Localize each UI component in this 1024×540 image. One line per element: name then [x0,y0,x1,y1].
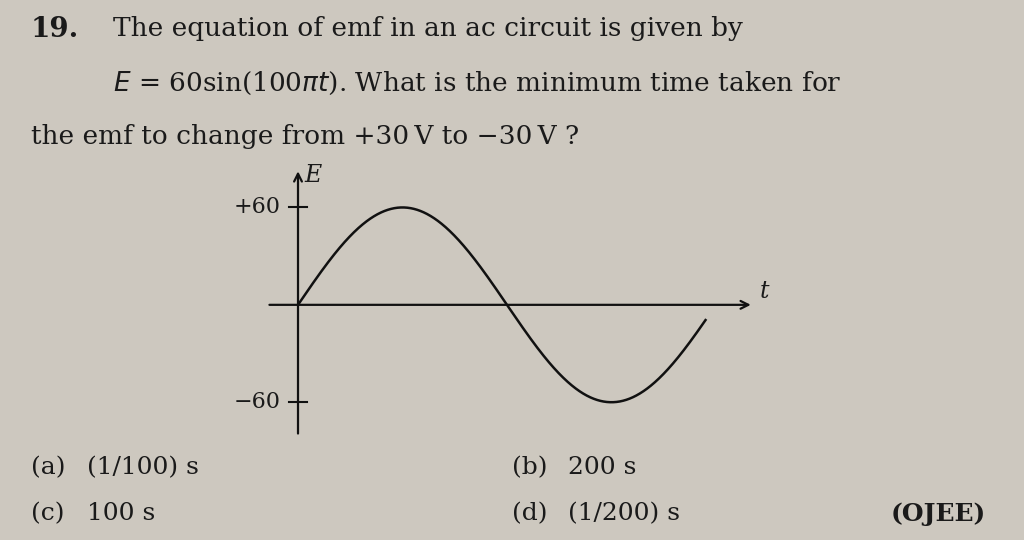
Text: The equation of emf in an ac circuit is given by: The equation of emf in an ac circuit is … [113,16,742,41]
Text: 200 s: 200 s [568,456,637,480]
Text: (1/100) s: (1/100) s [87,456,199,480]
Text: 19.: 19. [31,16,79,43]
Text: E: E [304,164,322,187]
Text: −60: −60 [234,391,281,413]
Text: t: t [760,280,769,303]
Text: (a): (a) [31,456,66,480]
Text: +60: +60 [234,197,281,219]
Text: (b): (b) [512,456,548,480]
Text: 100 s: 100 s [87,502,156,525]
Text: (OJEE): (OJEE) [891,502,986,526]
Text: (c): (c) [31,502,65,525]
Text: $E$ = 60sin(100$\pi t$). What is the minimum time taken for: $E$ = 60sin(100$\pi t$). What is the min… [113,70,841,97]
Text: (d): (d) [512,502,548,525]
Text: (1/200) s: (1/200) s [568,502,680,525]
Text: the emf to change from +30 V to −30 V ?: the emf to change from +30 V to −30 V ? [31,124,579,149]
